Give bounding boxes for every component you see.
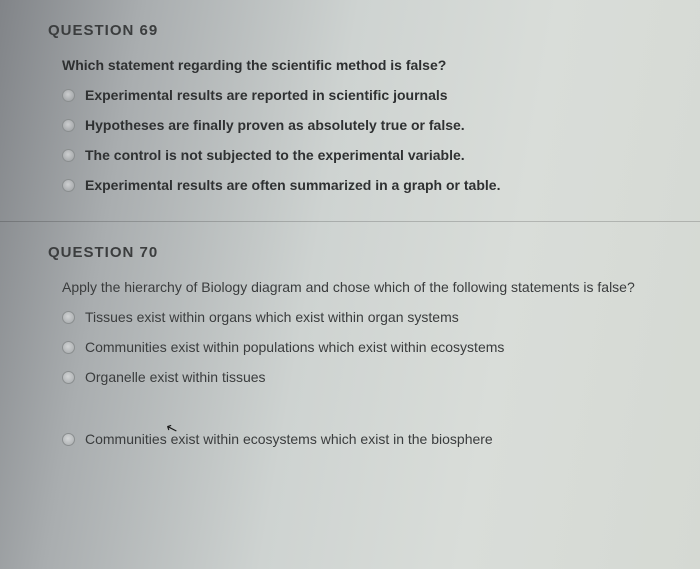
quiz-page: QUESTION 69 Which statement regarding th…	[0, 0, 700, 485]
option-label: Experimental results are often summarize…	[85, 177, 500, 193]
question-70-option-4[interactable]: Communities exist within ecosystems whic…	[62, 431, 670, 447]
option-label: Organelle exist within tissues	[85, 369, 266, 385]
radio-icon	[62, 433, 75, 446]
option-label: Communities exist within populations whi…	[85, 339, 504, 355]
question-69-option-2[interactable]: Hypotheses are finally proven as absolut…	[62, 117, 670, 133]
option-label: Hypotheses are finally proven as absolut…	[85, 117, 465, 133]
radio-icon	[62, 149, 75, 162]
question-69-option-4[interactable]: Experimental results are often summarize…	[62, 177, 670, 193]
radio-icon	[62, 341, 75, 354]
question-69-title: QUESTION 69	[48, 22, 670, 39]
question-69-option-3[interactable]: The control is not subjected to the expe…	[62, 147, 670, 163]
question-69-prompt: Which statement regarding the scientific…	[62, 57, 670, 73]
option-label: Communities exist within ecosystems whic…	[85, 431, 493, 447]
question-70-title: QUESTION 70	[48, 244, 670, 261]
question-69-option-1[interactable]: Experimental results are reported in sci…	[62, 87, 670, 103]
question-69-block: QUESTION 69 Which statement regarding th…	[48, 22, 670, 193]
question-70-option-2[interactable]: Communities exist within populations whi…	[62, 339, 670, 355]
radio-icon	[62, 89, 75, 102]
radio-icon	[62, 119, 75, 132]
option-label: The control is not subjected to the expe…	[85, 147, 465, 163]
question-divider	[0, 221, 700, 222]
question-70-option-3[interactable]: Organelle exist within tissues	[62, 369, 670, 385]
question-70-prompt: Apply the hierarchy of Biology diagram a…	[62, 279, 670, 295]
radio-icon	[62, 179, 75, 192]
question-70-block: QUESTION 70 Apply the hierarchy of Biolo…	[48, 244, 670, 447]
option-label: Experimental results are reported in sci…	[85, 87, 448, 103]
radio-icon	[62, 371, 75, 384]
radio-icon	[62, 311, 75, 324]
question-70-option-1[interactable]: Tissues exist within organs which exist …	[62, 309, 670, 325]
option-label: Tissues exist within organs which exist …	[85, 309, 459, 325]
